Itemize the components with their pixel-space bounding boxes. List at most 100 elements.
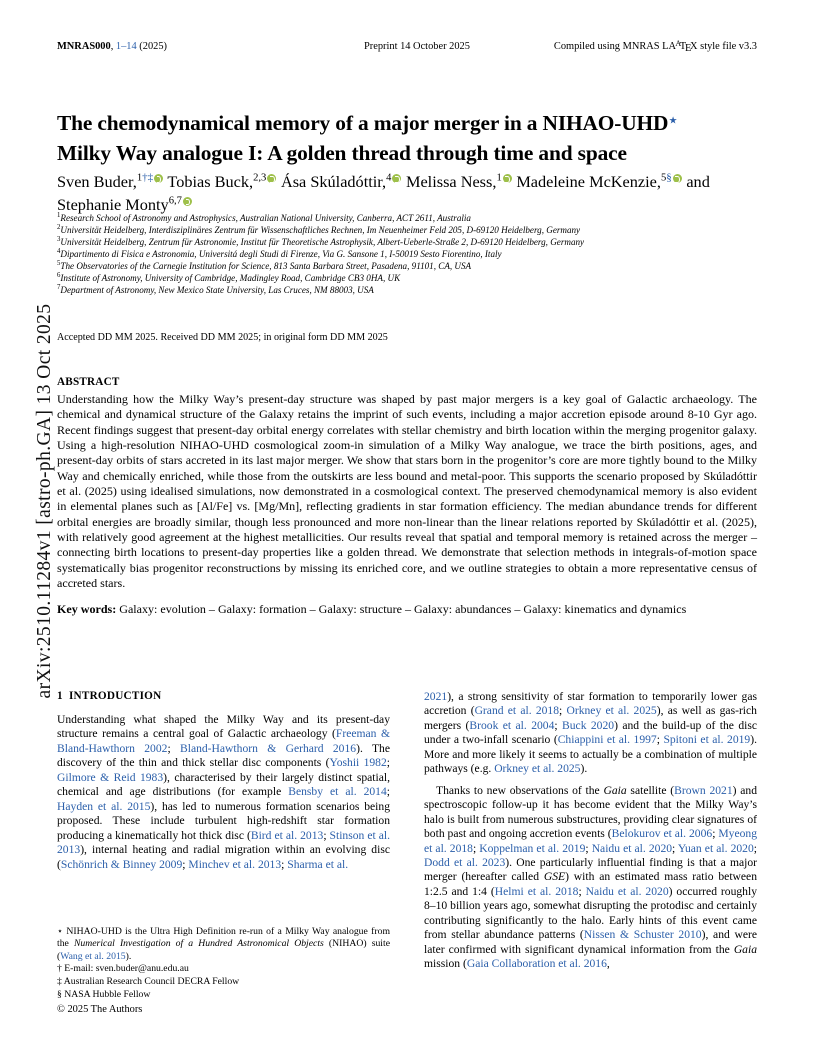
section-heading-introduction: 1 INTRODUCTION (57, 690, 390, 702)
affiliation-number: 7 (57, 284, 61, 292)
citation-link[interactable]: Naidu et al. 2020 (585, 884, 669, 898)
affiliation-number: 4 (57, 248, 61, 256)
orcid-icon[interactable] (267, 174, 277, 183)
keywords-line: Key words: Galaxy: evolution – Galaxy: f… (57, 602, 757, 617)
affiliation-list: 1Research School of Astronomy and Astrop… (57, 212, 757, 296)
citation-link[interactable]: Brown 2021 (674, 783, 733, 797)
author-footnote-marker[interactable]: †‡ (142, 171, 154, 184)
citation-link[interactable]: Hayden et al. 2015 (57, 799, 151, 813)
orcid-icon[interactable] (392, 174, 402, 183)
compiled-suffix: style file v3.3 (697, 41, 757, 52)
body-paragraph: Thanks to new observations of the Gaia s… (424, 783, 758, 971)
page-title: The chemodynamical memory of a major mer… (57, 110, 757, 167)
citation-link[interactable]: Bland-Hawthorn & Gerhard 2016 (179, 741, 357, 755)
latex-logo: AATEX (668, 39, 698, 54)
footnote-item: § NASA Hubble Fellow (57, 988, 151, 1000)
body-paragraph: 2021), a strong sensitivity of star form… (424, 690, 758, 776)
title-footnote-marker[interactable]: ⋆ (668, 113, 678, 130)
section-number: 1 (57, 690, 63, 702)
title-line-1: The chemodynamical memory of a major mer… (57, 111, 669, 136)
affiliation-number: 2 (57, 224, 61, 232)
affiliation-item: 3Universität Heidelberg, Zentrum für Ast… (57, 236, 757, 248)
citation-link[interactable]: Belokurov et al. 2006 (611, 827, 713, 841)
affiliation-text: The Observatories of the Carnegie Instit… (60, 261, 472, 272)
citation-link[interactable]: Sharma et al. (287, 857, 349, 871)
running-head-left: MNRAS000, 1–14 (2025) (57, 41, 167, 52)
footnote-item: † E-mail: sven.buder@anu.edu.au (57, 963, 189, 975)
footnote-block: ⋆ NIHAO-UHD is the Ultra High Definition… (57, 926, 390, 1002)
footnote-item: ⋆ NIHAO-UHD is the Ultra High Definition… (57, 926, 390, 962)
citation-link[interactable]: Spitoni et al. 2019 (663, 733, 751, 747)
citation-link[interactable]: Brook et al. 2004 (469, 718, 555, 732)
affiliation-item: 6Institute of Astronomy, University of C… (57, 272, 757, 284)
section-title: INTRODUCTION (68, 690, 162, 702)
citation-link[interactable]: 2021 (424, 690, 448, 703)
copyright-line: © 2025 The Authors (57, 1004, 143, 1015)
journal-volume: 000 (95, 41, 111, 52)
author-footnote-marker[interactable]: § (666, 171, 672, 184)
affiliation-item: 2Universität Heidelberg, Interdisziplinä… (57, 224, 757, 236)
author-affiliation-ref: 2,3 (253, 172, 267, 184)
citation-link[interactable]: Gaia Collaboration et al. 2016 (466, 957, 607, 971)
citation-link[interactable]: Chiappini et al. 1997 (557, 733, 657, 747)
affiliation-item: 7Department of Astronomy, New Mexico Sta… (57, 284, 757, 296)
citation-link[interactable]: Helmi et al. 2018 (494, 884, 579, 898)
author-name: Tobias Buck, (167, 172, 254, 191)
abstract-section: ABSTRACT Understanding how the Milky Way… (57, 376, 757, 618)
affiliation-text: Universität Heidelberg, Interdisziplinär… (60, 225, 581, 236)
citation-link[interactable]: Wang et al. 2015 (60, 950, 126, 962)
running-head: MNRAS000, 1–14 (2025) Preprint 14 Octobe… (57, 39, 757, 55)
citation-link[interactable]: Naidu et al. 2020 (591, 841, 673, 855)
citation-link[interactable]: Minchev et al. 2013 (188, 857, 282, 871)
author-list: Sven Buder,1†‡ Tobias Buck,2,3 Ása Skúla… (57, 171, 710, 214)
citation-link[interactable]: Dodd et al. 2023 (424, 855, 506, 869)
citation-link[interactable]: Freeman & Bland-Hawthorn 2002 (57, 727, 390, 755)
citation-link[interactable]: Buck 2020 (562, 718, 615, 732)
citation-link[interactable]: Stinson et al. 2013 (57, 828, 390, 857)
author-affiliation-ref: 1 (136, 172, 143, 184)
orcid-icon[interactable] (182, 196, 192, 206)
paper-page: MNRAS000, 1–14 (2025) Preprint 14 Octobe… (57, 0, 757, 1056)
author-affiliation-ref: 4 (386, 172, 392, 184)
affiliation-text: Universität Heidelberg, Zentrum für Astr… (60, 237, 585, 248)
citation-link[interactable]: Yoshii 1982 (329, 756, 387, 770)
affiliation-number: 6 (57, 272, 61, 280)
orcid-icon[interactable] (502, 174, 512, 183)
orcid-icon[interactable] (672, 174, 682, 183)
citation-link[interactable]: Bird et al. 2013 (250, 828, 324, 842)
affiliation-number: 1 (57, 211, 61, 219)
citation-link[interactable]: Bensby et al. 2014 (288, 785, 387, 799)
author-name: Madeleine McKenzie, (516, 172, 661, 191)
column-left: 1 INTRODUCTION Understanding what shaped… (57, 690, 390, 879)
orcid-icon[interactable] (154, 174, 164, 183)
left-column-body: Understanding what shaped the Milky Way … (57, 713, 390, 872)
keywords-text: Galaxy: evolution – Galaxy: formation – … (116, 602, 687, 617)
citation-link[interactable]: Orkney et al. 2025 (566, 704, 657, 718)
citation-link[interactable]: Grand et al. 2018 (474, 704, 560, 718)
author-affiliation-ref: 5 (660, 172, 667, 184)
running-head-right: Compiled using MNRAS LAATEX style file v… (554, 39, 757, 54)
citation-link[interactable]: Myeong et al. 2018 (424, 827, 757, 855)
abstract-heading: ABSTRACT (57, 376, 120, 388)
title-line-2: Milky Way analogue I: A golden thread th… (57, 141, 627, 166)
affiliation-item: 4Dipartimento di Fisica e Astronomia, Un… (57, 248, 757, 260)
citation-link[interactable]: Koppelman et al. 2019 (479, 841, 586, 855)
affiliation-number: 3 (57, 236, 61, 244)
citation-link[interactable]: Orkney et al. 2025 (494, 762, 581, 776)
affiliation-text: Department of Astronomy, New Mexico Stat… (60, 285, 374, 296)
column-right: 2021), a strong sensitivity of star form… (424, 690, 757, 979)
citation-link[interactable]: Schönrich & Binney 2009 (60, 857, 183, 871)
affiliation-text: Research School of Astronomy and Astroph… (60, 213, 471, 223)
citation-link[interactable]: Nissen & Schuster 2010 (583, 928, 702, 942)
citation-link[interactable]: Gilmore & Reid 1983 (57, 770, 164, 784)
affiliation-text: Institute of Astronomy, University of Ca… (60, 273, 401, 284)
author-name: Ása Skúladóttir, (280, 172, 387, 191)
footnote-separator-rule (57, 915, 157, 916)
citation-link[interactable]: Yuan et al. 2020 (677, 841, 754, 855)
right-column-body: 2021), a strong sensitivity of star form… (424, 690, 757, 972)
preprint-date: Preprint 14 October 2025 (364, 41, 470, 52)
page-range-link[interactable]: 1–14 (115, 41, 137, 52)
footnote-item: ‡ Australian Research Council DECRA Fell… (57, 976, 240, 988)
abstract-text: Understanding how the Milky Way’s presen… (57, 392, 757, 591)
author-name: Stephanie Monty (57, 194, 169, 214)
